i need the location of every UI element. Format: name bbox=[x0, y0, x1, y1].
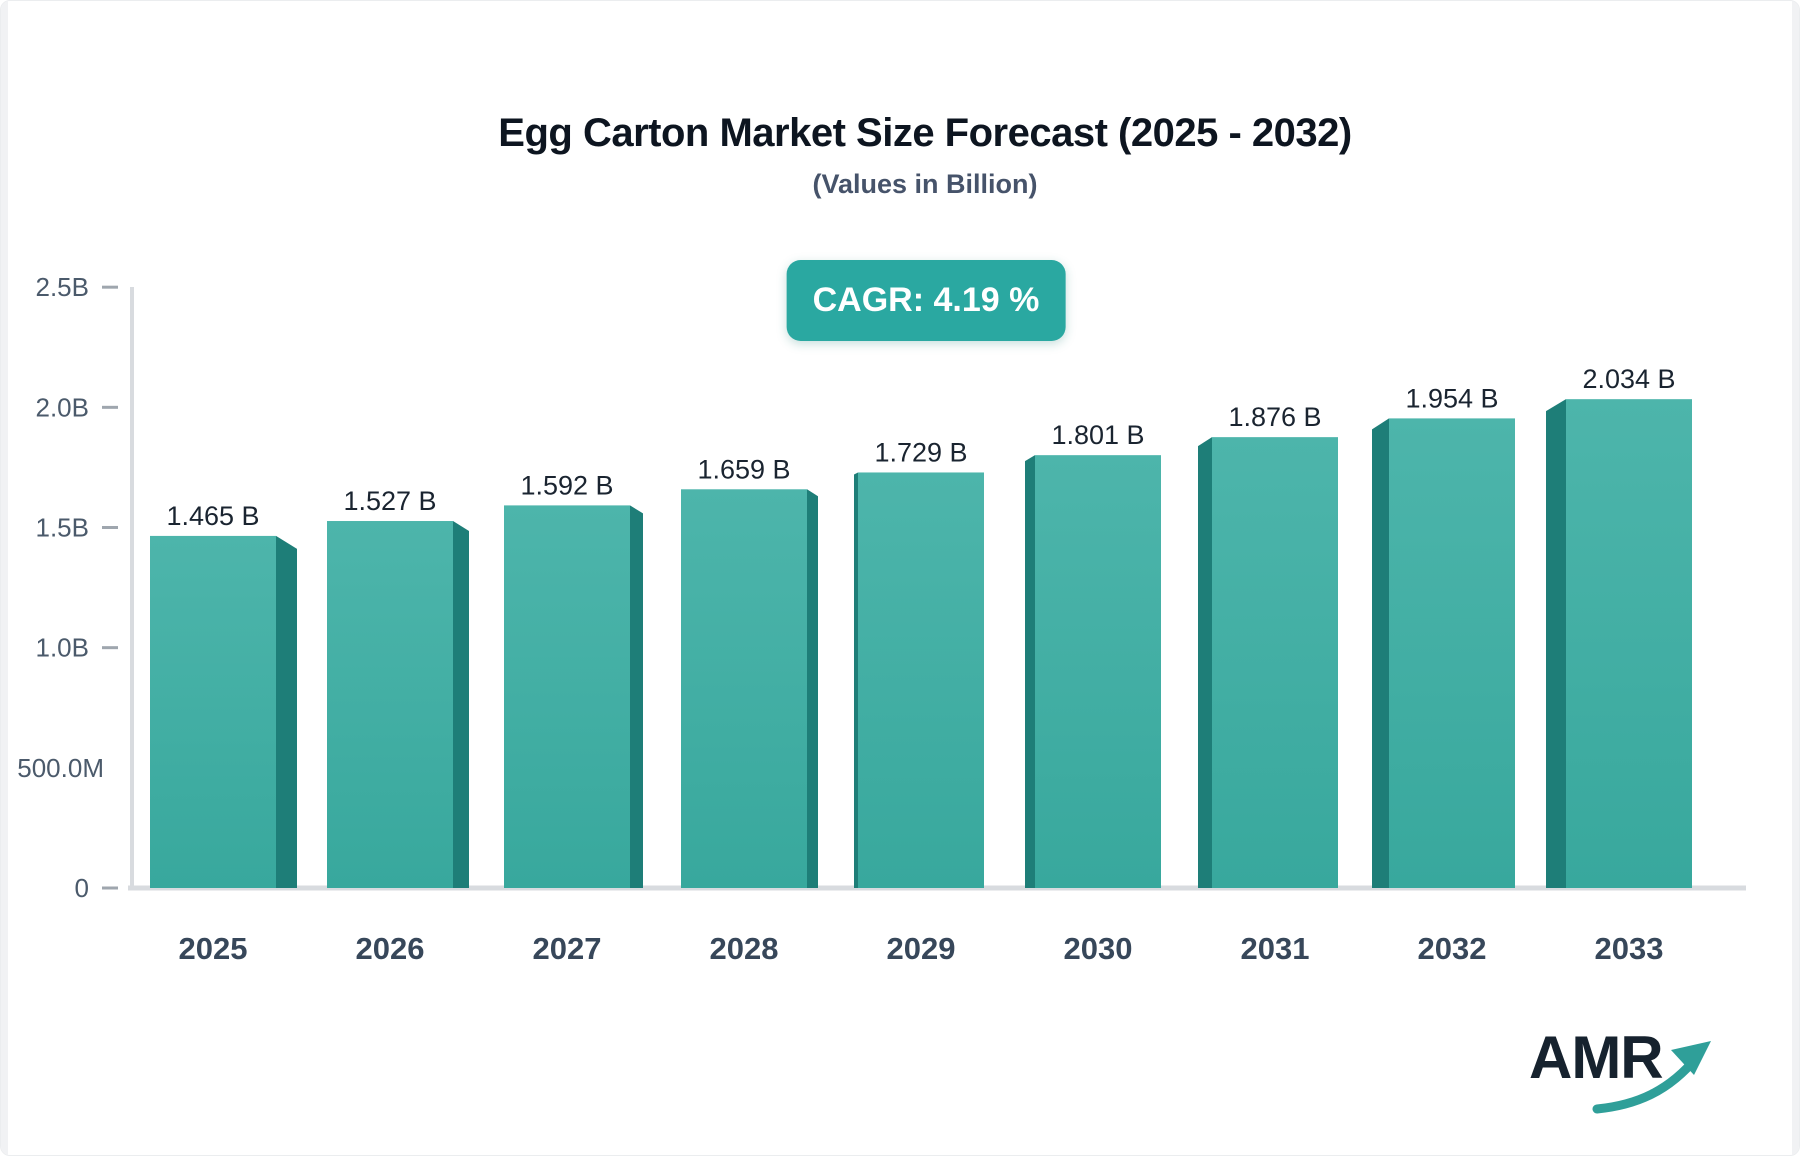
x-tick-label-2031: 2031 bbox=[1241, 931, 1310, 966]
bar-2032 bbox=[1389, 418, 1515, 888]
amr-logo: AMR bbox=[1529, 1024, 1729, 1119]
bar-2028 bbox=[681, 489, 807, 888]
bar-2027 bbox=[504, 505, 630, 888]
bar-value-label-2028: 1.659 B bbox=[697, 454, 790, 484]
x-tick-label-2032: 2032 bbox=[1418, 931, 1487, 966]
bar-side-2031 bbox=[1198, 437, 1212, 888]
bar-2030 bbox=[1035, 455, 1161, 888]
x-tick-label-2026: 2026 bbox=[356, 931, 425, 966]
y-tick-label: 0 bbox=[75, 873, 89, 903]
bar-value-label-2030: 1.801 B bbox=[1051, 420, 1144, 450]
bar-2029 bbox=[858, 472, 984, 888]
chart-subtitle: (Values in Billion) bbox=[812, 169, 1038, 199]
bar-side-2033 bbox=[1546, 399, 1566, 888]
bar-side-2025 bbox=[276, 535, 297, 888]
bar-2025 bbox=[150, 535, 276, 888]
growth-arrow-icon bbox=[1592, 1041, 1711, 1114]
y-tick-label: 2.5B bbox=[36, 272, 90, 302]
bar-value-label-2029: 1.729 B bbox=[874, 437, 967, 467]
bar-2033 bbox=[1566, 399, 1692, 888]
bar-value-label-2025: 1.465 B bbox=[166, 501, 259, 531]
bar-side-2028 bbox=[807, 489, 818, 888]
bar-side-2029 bbox=[854, 472, 858, 888]
bar-side-2027 bbox=[630, 505, 643, 888]
window-edge-left bbox=[1, 1, 8, 1155]
amr-logo-text: AMR bbox=[1529, 1024, 1664, 1091]
bar-2026 bbox=[327, 521, 453, 888]
cagr-badge: CAGR: 4.19 % bbox=[786, 260, 1066, 341]
chart-title: Egg Carton Market Size Forecast (2025 - … bbox=[498, 111, 1352, 155]
bar-value-label-2033: 2.034 B bbox=[1582, 364, 1675, 394]
bar-side-2030 bbox=[1025, 455, 1035, 888]
y-tick-label: 1.5B bbox=[36, 513, 90, 543]
bar-2031 bbox=[1212, 437, 1338, 888]
x-tick-label-2028: 2028 bbox=[710, 931, 779, 966]
y-tick-label: 500.0M bbox=[17, 753, 104, 783]
window-edge-right bbox=[1792, 1, 1799, 1155]
x-tick-label-2029: 2029 bbox=[887, 931, 956, 966]
bar-value-label-2027: 1.592 B bbox=[520, 470, 613, 500]
y-tick-label: 2.0B bbox=[36, 392, 90, 422]
x-tick-label-2025: 2025 bbox=[179, 931, 248, 966]
bar-value-label-2032: 1.954 B bbox=[1405, 383, 1498, 413]
bar-value-label-2026: 1.527 B bbox=[343, 486, 436, 516]
y-tick-label: 1.0B bbox=[36, 633, 90, 663]
bar-side-2032 bbox=[1372, 418, 1389, 888]
x-tick-label-2027: 2027 bbox=[533, 931, 602, 966]
x-tick-label-2033: 2033 bbox=[1595, 931, 1664, 966]
bar-side-2026 bbox=[453, 521, 469, 888]
x-tick-label-2030: 2030 bbox=[1064, 931, 1133, 966]
bar-value-label-2031: 1.876 B bbox=[1228, 402, 1321, 432]
